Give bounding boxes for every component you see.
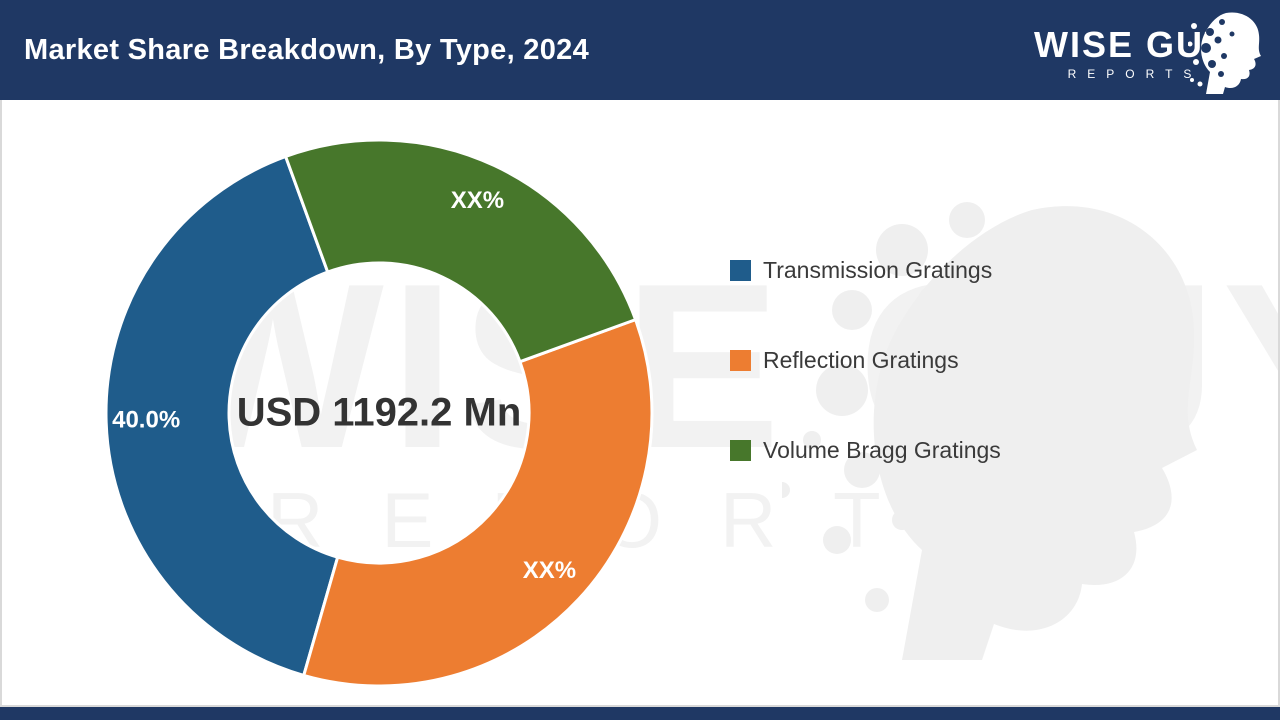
logo-face-icon <box>1188 12 1261 94</box>
logo-subtitle: REPORTS <box>1067 67 1203 81</box>
logo-text: WISE GUY REPORTS <box>1034 24 1231 82</box>
legend-item-reflection-gratings: Reflection Gratings <box>730 346 1001 373</box>
legend-label: Volume Bragg Gratings <box>763 436 1001 463</box>
donut-slice-transmission-gratings <box>104 154 340 677</box>
donut-chart: 40.0% XX% XX% <box>104 138 654 688</box>
legend: Transmission Gratings Reflection Grating… <box>730 256 1001 528</box>
legend-item-volume-bragg-gratings: Volume Bragg Gratings <box>730 436 1001 463</box>
legend-swatch-blue <box>730 259 751 281</box>
header-bar: Market Share Breakdown, By Type, 2024 WI… <box>0 0 1280 100</box>
legend-label: Reflection Gratings <box>763 346 959 373</box>
footer-bar <box>0 707 1280 720</box>
logo-wordmark: WISE GUY <box>1034 24 1231 65</box>
legend-item-transmission-gratings: Transmission Gratings <box>730 256 1001 283</box>
slice-label: XX% <box>523 557 576 584</box>
page-title: Market Share Breakdown, By Type, 2024 <box>24 34 590 66</box>
legend-swatch-orange <box>730 349 751 371</box>
slice-label: 40.0% <box>112 406 180 433</box>
legend-swatch-green <box>730 439 751 461</box>
legend-label: Transmission Gratings <box>763 256 993 283</box>
slice-label: XX% <box>451 187 504 214</box>
wise-guy-logo: WISE GUY REPORTS <box>1012 8 1262 94</box>
donut-slice-volume-bragg-gratings <box>284 138 638 364</box>
chart-area: WISE GUY REPORTS 40.0% XX% XX% USD 1192.2 … <box>0 100 1280 707</box>
donut-slice-reflection-gratings <box>302 318 654 688</box>
donut-center-value: USD 1192.2 Mn <box>236 390 522 435</box>
